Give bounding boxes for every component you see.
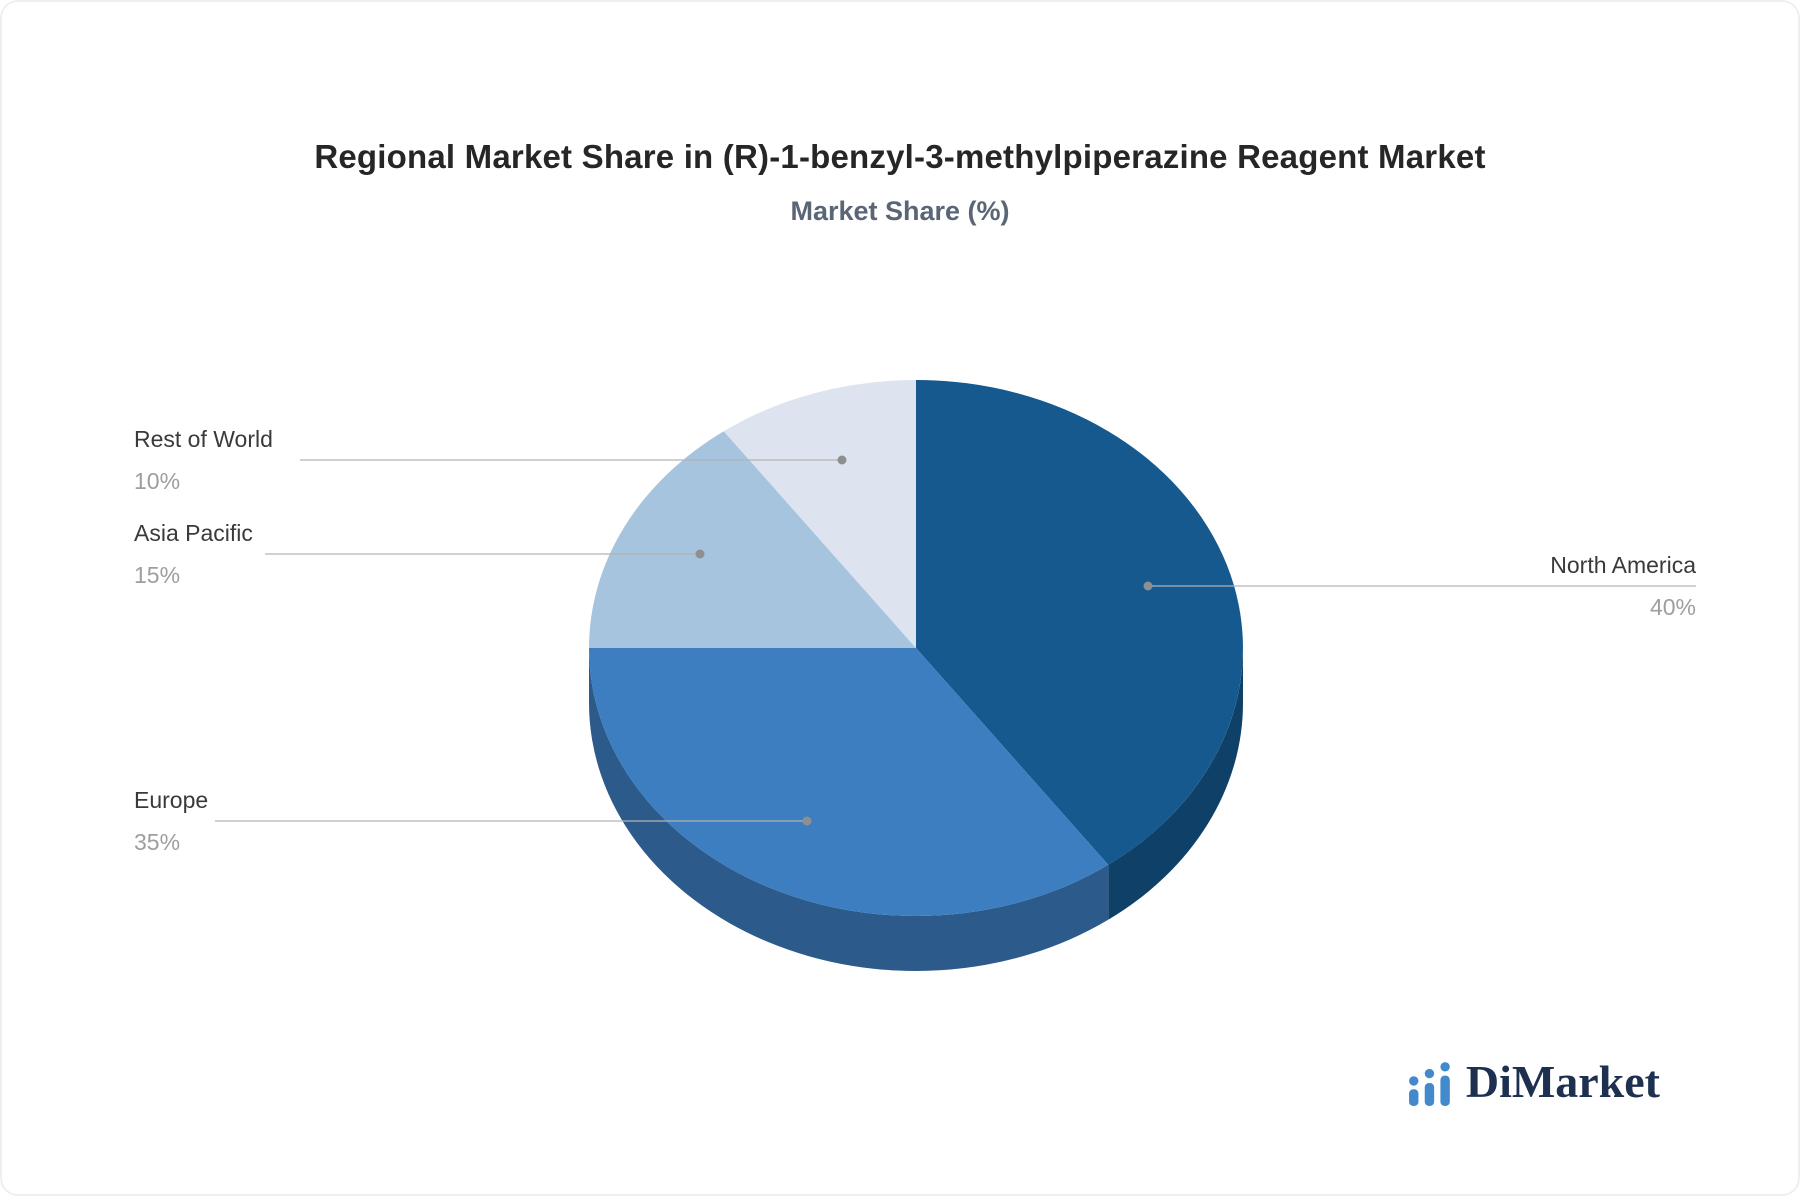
pie-slice-rest-of-world[interactable] [723, 380, 916, 648]
pie-slice-north-america[interactable] [916, 380, 1243, 865]
pie-slice-side-europe [589, 648, 1109, 971]
label-europe-value: 35% [134, 829, 181, 855]
label-rest-of-world-name: Rest of World [134, 426, 273, 452]
pie-slices[interactable] [589, 380, 1243, 971]
chart-subtitle: Market Share (%) [790, 196, 1010, 226]
bar-chart-icon [1408, 1062, 1450, 1106]
leader-dot-europe [802, 816, 812, 826]
label-north-america-name: North America [1550, 552, 1696, 578]
chart-title: Regional Market Share in (R)-1-benzyl-3-… [314, 138, 1486, 175]
label-asia-pacific-value: 15% [134, 562, 181, 588]
label-europe-name: Europe [134, 787, 209, 813]
pie-slice-europe[interactable] [589, 648, 1109, 916]
label-north-america: North America 40% [1550, 550, 1696, 622]
pie-slice-asia-pacific[interactable] [589, 431, 916, 648]
leader-dot-north-america [1143, 581, 1153, 591]
label-rest-of-world: Rest of World 10% [134, 424, 273, 496]
label-asia-pacific: Asia Pacific 15% [134, 518, 253, 590]
leader-dot-rest-of-world [837, 455, 847, 465]
logo-text: DiMarket [1465, 1056, 1660, 1107]
dimarket-logo: DiMarket [1408, 1058, 1660, 1106]
pie-slice-side-north-america [1108, 648, 1243, 920]
label-rest-of-world-value: 10% [134, 468, 181, 494]
label-north-america-value: 40% [1649, 594, 1696, 620]
leader-dot-asia-pacific [695, 549, 705, 559]
leader-lines [215, 455, 1696, 826]
label-europe: Europe 35% [134, 785, 208, 857]
label-asia-pacific-name: Asia Pacific [134, 520, 253, 546]
